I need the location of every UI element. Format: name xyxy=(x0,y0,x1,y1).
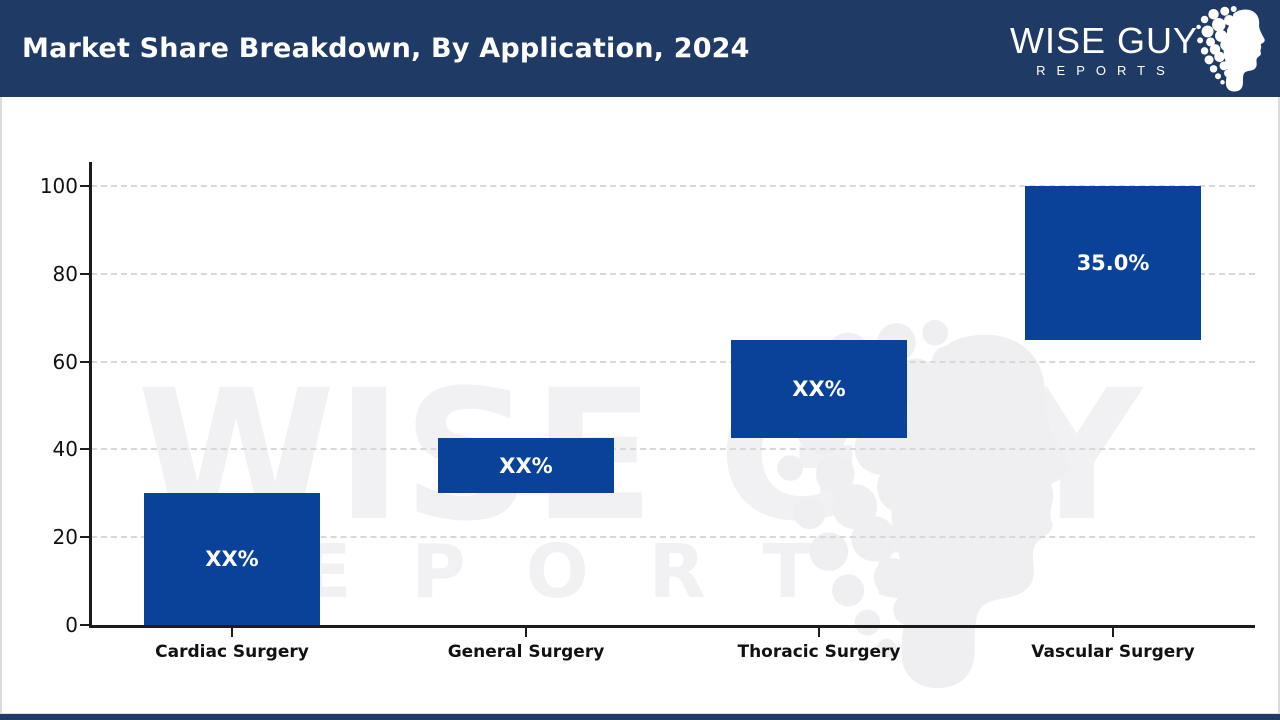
y-tick-40 xyxy=(80,448,89,451)
y-tick-label-0: 0 xyxy=(65,613,78,637)
footer-band xyxy=(0,714,1280,720)
gridline-40 xyxy=(91,448,1255,451)
wiseguy-head-icon xyxy=(1190,6,1270,92)
gridline-80 xyxy=(91,272,1255,275)
bar-vascular-surgery: 35.0% xyxy=(1025,186,1201,340)
y-axis-line xyxy=(89,162,92,625)
bar-general-surgery: XX% xyxy=(438,438,614,494)
y-tick-label-40: 40 xyxy=(52,437,78,462)
bar-cardiac-surgery: XX% xyxy=(144,493,320,625)
bar-thoracic-surgery: XX% xyxy=(731,339,907,439)
y-tick-80 xyxy=(80,272,89,275)
bar-value-label: 35.0% xyxy=(1076,250,1150,275)
x-tick-label-4: Vascular Surgery xyxy=(1031,642,1195,662)
chart-title: Market Share Breakdown, By Application, … xyxy=(22,33,750,64)
x-tick-label-1: Cardiac Surgery xyxy=(155,642,309,662)
gridline-100 xyxy=(91,185,1255,187)
gridline-20 xyxy=(91,536,1255,539)
y-tick-20 xyxy=(80,536,89,539)
y-tick-label-100: 100 xyxy=(39,174,78,198)
y-tick-label-80: 80 xyxy=(52,261,78,286)
x-axis-line xyxy=(89,625,1255,628)
gridline-60 xyxy=(91,360,1255,363)
bar-value-label: XX% xyxy=(499,453,553,478)
x-tick-label-3: Thoracic Surgery xyxy=(737,642,901,662)
x-tick-label-2: General Surgery xyxy=(447,642,605,662)
y-tick-label-20: 20 xyxy=(52,525,78,550)
x-tick-3 xyxy=(818,628,820,637)
logo-wordmark: WISE GUY xyxy=(1009,19,1198,61)
x-tick-1 xyxy=(231,628,233,637)
wiseguy-logo: WISE GUY REPORTS xyxy=(1010,6,1280,92)
chart-area: WISE GUY REPORTS 0 20 40 60 80 100 XX% Cardiac … xyxy=(0,97,1280,715)
wiseguy-logo-text: WISE GUY REPORTS xyxy=(1010,20,1198,78)
x-tick-2 xyxy=(525,628,527,637)
bar-value-label: XX% xyxy=(205,547,259,572)
x-tick-4 xyxy=(1112,628,1114,637)
y-tick-label-60: 60 xyxy=(52,349,78,374)
header-band: Market Share Breakdown, By Application, … xyxy=(0,0,1280,97)
logo-subtext: REPORTS xyxy=(1036,62,1176,78)
y-tick-60 xyxy=(80,360,89,363)
bar-value-label: XX% xyxy=(792,377,846,402)
y-tick-0 xyxy=(80,624,89,626)
y-tick-100 xyxy=(80,185,89,187)
